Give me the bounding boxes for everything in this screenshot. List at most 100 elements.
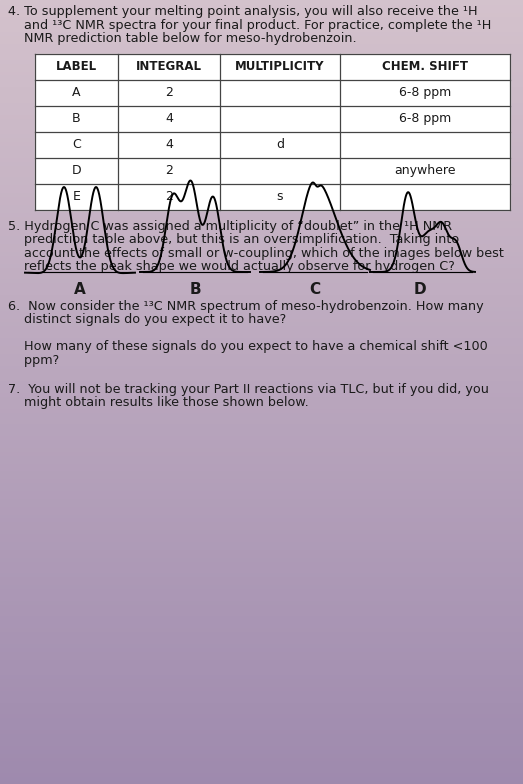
Bar <box>0 90 523 94</box>
Bar <box>0 263 523 267</box>
Bar <box>0 439 523 443</box>
Bar <box>0 27 523 31</box>
Bar <box>0 255 523 259</box>
Bar <box>0 349 523 353</box>
Bar <box>0 306 523 310</box>
Bar <box>0 419 523 423</box>
Bar <box>0 129 523 133</box>
Text: INTEGRAL: INTEGRAL <box>136 60 202 73</box>
Bar <box>0 357 523 361</box>
Text: 4. To supplement your melting point analysis, you will also receive the ¹H: 4. To supplement your melting point anal… <box>8 5 477 18</box>
Bar <box>0 43 523 47</box>
Bar <box>0 706 523 710</box>
Bar <box>0 447 523 451</box>
Bar <box>0 212 523 216</box>
Bar <box>0 51 523 55</box>
Bar <box>0 580 523 584</box>
Bar <box>0 192 523 196</box>
Text: MULTIPLICITY: MULTIPLICITY <box>235 60 325 73</box>
Bar <box>0 721 523 725</box>
Text: C: C <box>72 138 81 151</box>
Bar <box>0 757 523 760</box>
Bar <box>0 463 523 466</box>
Bar <box>0 659 523 662</box>
Bar <box>0 651 523 655</box>
Bar <box>0 608 523 612</box>
Bar <box>0 361 523 365</box>
Bar <box>0 572 523 576</box>
Bar <box>0 325 523 329</box>
Bar <box>0 259 523 263</box>
Bar <box>0 145 523 149</box>
Bar <box>0 482 523 486</box>
Bar <box>0 86 523 90</box>
Bar <box>0 678 523 682</box>
Bar <box>0 63 523 67</box>
Bar <box>0 568 523 572</box>
Bar <box>0 486 523 490</box>
Bar <box>0 274 523 278</box>
Bar <box>0 141 523 145</box>
Bar <box>0 494 523 498</box>
Text: and ¹³C NMR spectra for your final product. For practice, complete the ¹H: and ¹³C NMR spectra for your final produ… <box>8 19 492 31</box>
Bar <box>0 392 523 396</box>
Bar <box>0 286 523 290</box>
Bar <box>0 157 523 161</box>
Bar <box>0 294 523 298</box>
Bar <box>0 776 523 780</box>
Bar <box>0 517 523 521</box>
Bar <box>0 553 523 557</box>
Bar <box>0 643 523 647</box>
Bar <box>0 733 523 737</box>
Bar <box>0 133 523 137</box>
Text: 6-8 ppm: 6-8 ppm <box>399 112 451 125</box>
Bar <box>0 408 523 412</box>
Bar <box>0 662 523 666</box>
Bar <box>0 717 523 721</box>
Bar <box>0 561 523 564</box>
Bar <box>0 396 523 400</box>
Bar <box>0 345 523 349</box>
Bar <box>0 235 523 239</box>
Bar <box>0 772 523 776</box>
Text: A: A <box>72 86 81 99</box>
Bar <box>0 682 523 686</box>
Bar <box>0 176 523 180</box>
Text: CHEM. SHIFT: CHEM. SHIFT <box>382 60 468 73</box>
Text: E: E <box>73 190 81 203</box>
Bar <box>0 725 523 729</box>
Bar <box>0 39 523 43</box>
Bar <box>0 314 523 318</box>
Bar <box>0 67 523 71</box>
Bar <box>0 431 523 435</box>
Bar <box>0 670 523 674</box>
Bar <box>0 94 523 98</box>
Bar <box>0 12 523 16</box>
Bar <box>0 498 523 502</box>
Bar <box>0 506 523 510</box>
Bar <box>0 612 523 615</box>
Text: d: d <box>276 138 284 151</box>
Bar <box>0 435 523 439</box>
Bar <box>0 82 523 86</box>
Bar <box>0 545 523 549</box>
Bar <box>0 282 523 286</box>
Bar <box>0 529 523 533</box>
Text: ppm?: ppm? <box>8 354 59 366</box>
Bar <box>0 35 523 39</box>
Bar <box>0 510 523 514</box>
Bar <box>0 125 523 129</box>
Bar <box>0 78 523 82</box>
Bar <box>0 47 523 51</box>
Bar <box>0 427 523 431</box>
Bar <box>0 102 523 106</box>
Text: might obtain results like those shown below.: might obtain results like those shown be… <box>8 396 309 409</box>
Bar <box>0 584 523 588</box>
Bar <box>0 416 523 419</box>
Text: 4: 4 <box>165 138 173 151</box>
Bar <box>0 223 523 227</box>
Bar <box>0 270 523 274</box>
Bar <box>0 169 523 172</box>
Bar <box>0 188 523 192</box>
Text: 7.  You will not be tracking your Part II reactions via TLC, but if you did, you: 7. You will not be tracking your Part II… <box>8 383 489 395</box>
